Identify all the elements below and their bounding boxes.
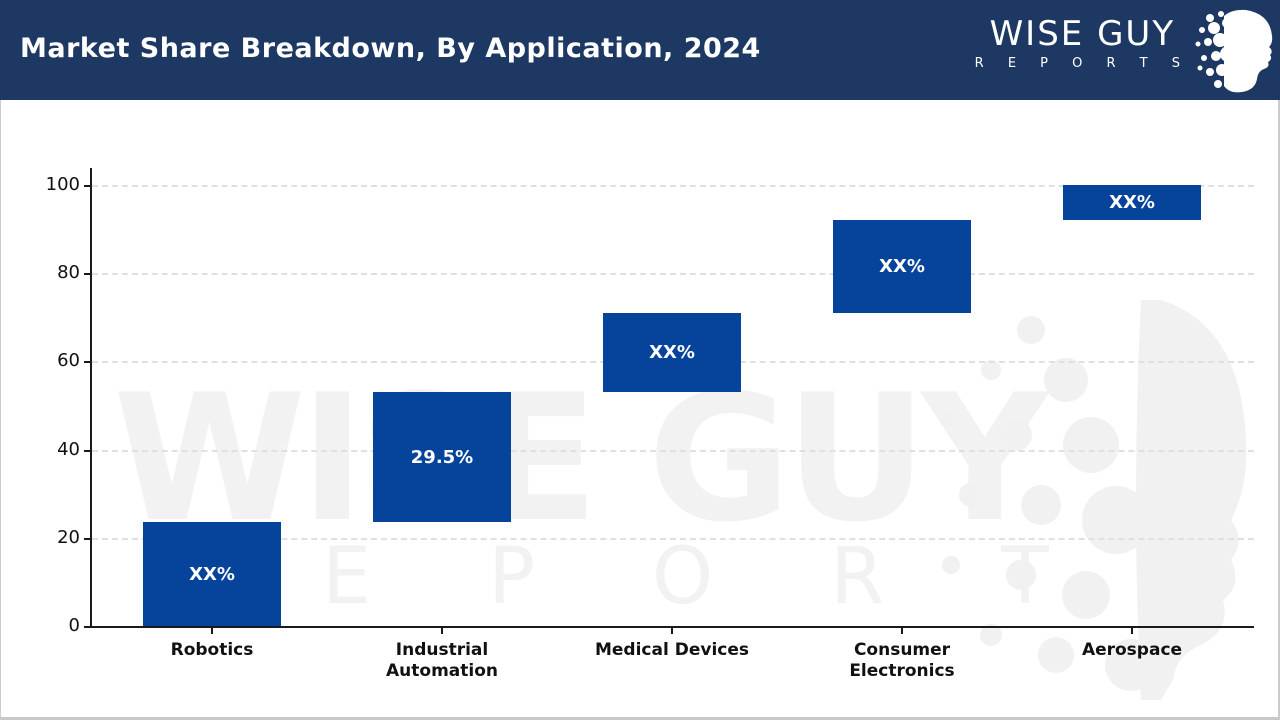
x-tick-label: Aerospace: [1081, 640, 1183, 660]
y-tick-mark: [84, 626, 91, 628]
chart-body: WISE GUY R E P O R T S 0 20 40 60 80 100 XX% Ro…: [0, 100, 1280, 720]
x-axis-line: [90, 626, 1254, 628]
y-tick-label: 40: [57, 438, 80, 460]
y-gridline: [92, 537, 1254, 540]
x-tick-label: Medical Devices: [594, 640, 749, 660]
x-tick-mark: [671, 628, 673, 634]
y-tick-label: 80: [57, 262, 80, 284]
bar-value-label: XX%: [879, 256, 925, 278]
watermark-text: WISE GUY: [113, 358, 1048, 561]
y-tick-label: 100: [45, 174, 80, 195]
x-tick-mark: [441, 628, 443, 634]
header-band: Market Share Breakdown, By Application, …: [0, 0, 1280, 100]
bar-segment: XX%: [833, 220, 971, 313]
bar-segment: XX%: [603, 312, 741, 393]
y-tick-label: 60: [57, 350, 80, 372]
bar-segment: XX%: [143, 522, 281, 626]
bar-segment: XX%: [1063, 185, 1201, 221]
y-tick-mark: [84, 273, 91, 276]
brand-logo-text: WISE GUY: [989, 14, 1176, 54]
y-tick-mark: [84, 361, 91, 364]
x-tick-label: Industrial Automation: [386, 640, 498, 681]
x-tick-mark: [211, 628, 213, 634]
page-title: Market Share Breakdown, By Application, …: [20, 33, 761, 64]
y-axis-line: [90, 168, 92, 628]
brand-head-icon: [1195, 9, 1273, 93]
y-gridline: [92, 449, 1254, 452]
watermark-head-icon: [942, 300, 1247, 700]
bar-value-label: XX%: [649, 342, 695, 364]
y-gridline: [92, 273, 1254, 276]
y-tick-label: 0: [68, 615, 80, 636]
x-tick-mark: [901, 628, 903, 634]
watermark-subtext: R E P O R T S: [151, 532, 1262, 622]
y-tick-mark: [84, 537, 91, 540]
y-tick-label: 20: [57, 526, 80, 548]
y-gridline: [92, 185, 1254, 187]
brand-logo: WISE GUY R E P O R T S: [975, 14, 1190, 71]
x-tick-mark: [1131, 628, 1133, 634]
x-tick-label: Consumer Electronics: [849, 640, 955, 681]
brand-logo-subtext: R E P O R T S: [974, 56, 1190, 71]
y-tick-mark: [84, 449, 91, 452]
x-tick-label: Robotics: [170, 640, 254, 660]
bar-value-label: XX%: [1109, 192, 1155, 214]
bar-segment: 29.5%: [373, 392, 511, 523]
bar-value-label: XX%: [189, 563, 235, 585]
y-tick-mark: [84, 185, 91, 187]
bar-value-label: 29.5%: [410, 446, 474, 468]
